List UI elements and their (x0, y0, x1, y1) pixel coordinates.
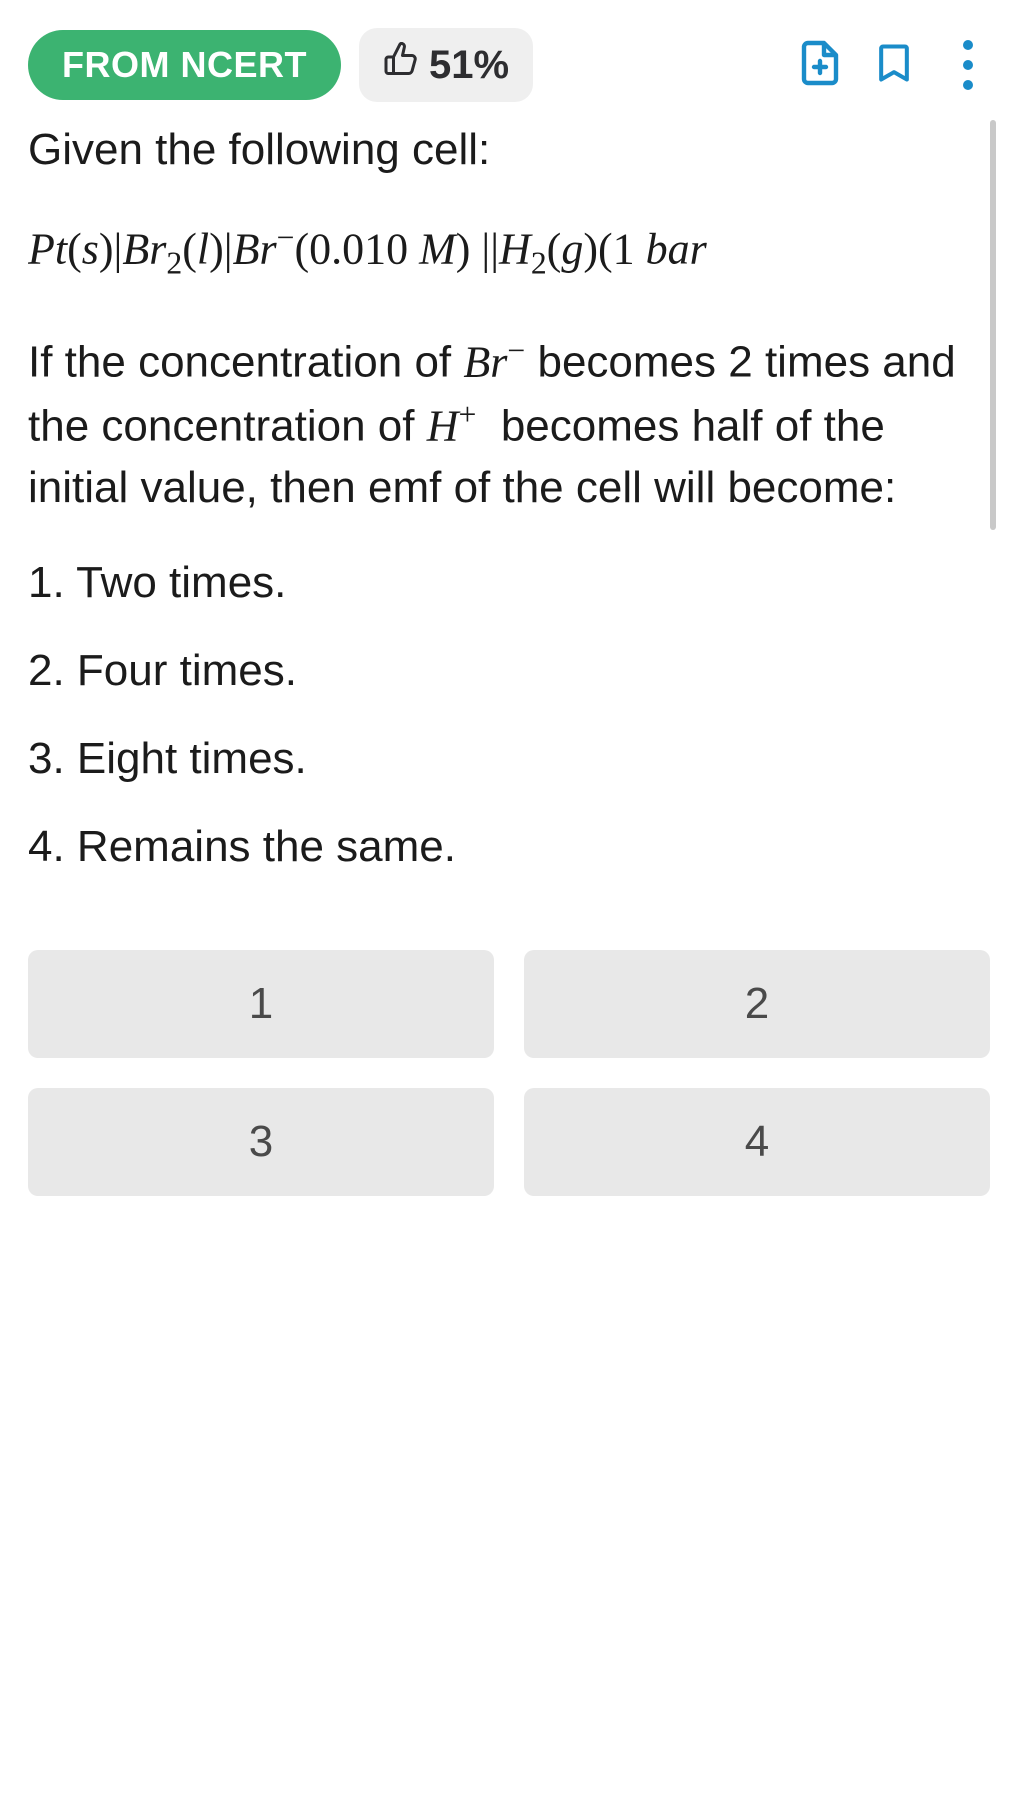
add-note-button[interactable] (792, 37, 848, 93)
bookmark-button[interactable] (866, 37, 922, 93)
question-content: Given the following cell: Pt(s)|Br2(l)|B… (28, 120, 996, 1196)
scroll-indicator[interactable] (990, 120, 996, 530)
more-dot-icon (963, 60, 973, 70)
more-dot-icon (963, 80, 973, 90)
more-dot-icon (963, 40, 973, 50)
screen-root: FROM NCERT 51% (0, 0, 1024, 1236)
like-percent-value: 51% (429, 43, 509, 88)
option-item: 4. Remains the same. (28, 822, 990, 872)
options-list: 1. Two times. 2. Four times. 3. Eight ti… (28, 558, 990, 872)
file-plus-icon (796, 39, 844, 92)
answer-button-1[interactable]: 1 (28, 950, 494, 1058)
ncert-badge: FROM NCERT (28, 30, 341, 100)
bookmark-icon (872, 39, 916, 92)
question-body: If the concentration of Br− becomes 2 ti… (28, 329, 990, 518)
more-menu-button[interactable] (940, 37, 996, 93)
thumbs-up-icon (383, 42, 419, 88)
top-bar: FROM NCERT 51% (28, 28, 996, 102)
option-item: 1. Two times. (28, 558, 990, 608)
answer-button-4[interactable]: 4 (524, 1088, 990, 1196)
option-item: 2. Four times. (28, 646, 990, 696)
cell-notation: Pt(s)|Br2(l)|Br−(0.010 M) ||H2(g)(1 bar (28, 219, 990, 282)
answer-button-2[interactable]: 2 (524, 950, 990, 1058)
option-item: 3. Eight times. (28, 734, 990, 784)
answer-grid: 1 2 3 4 (28, 950, 990, 1196)
answer-button-3[interactable]: 3 (28, 1088, 494, 1196)
like-percent-pill[interactable]: 51% (359, 28, 533, 102)
question-intro: Given the following cell: (28, 120, 990, 179)
